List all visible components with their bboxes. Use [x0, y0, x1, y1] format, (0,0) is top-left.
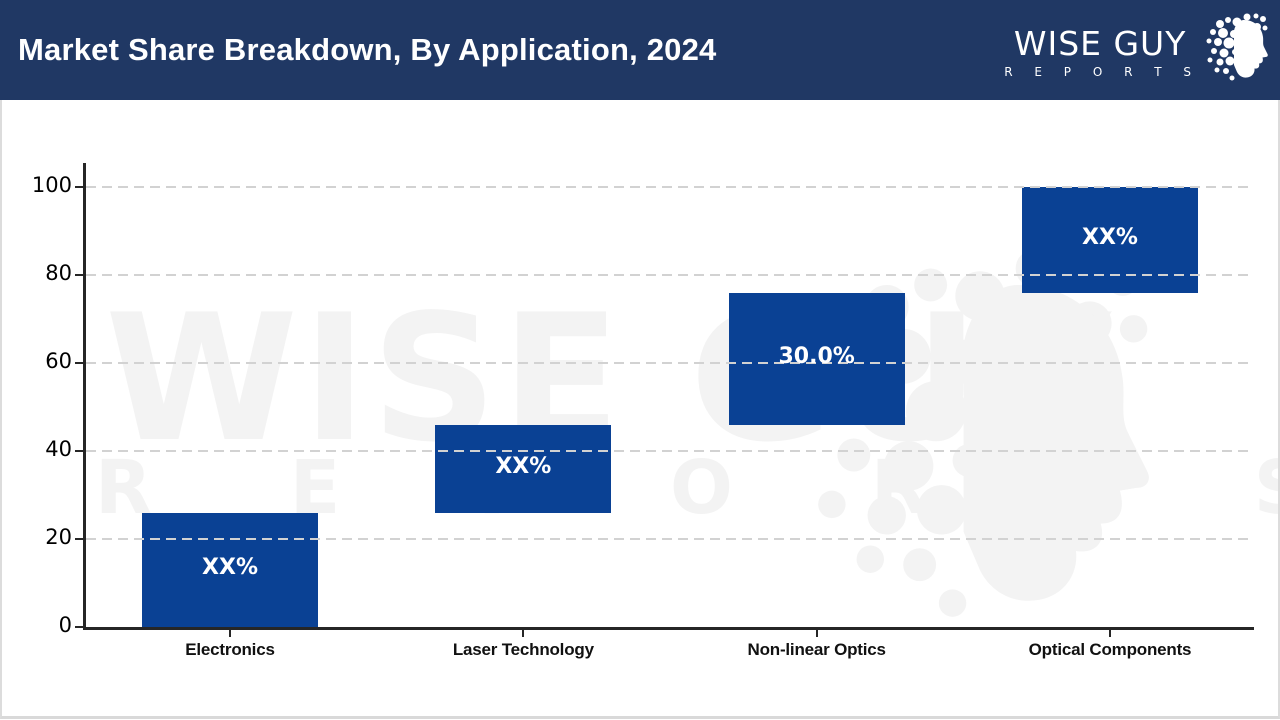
bar-value-label: XX% [1082, 224, 1138, 250]
y-axis-tick [75, 538, 83, 540]
y-tick-label: 80 [45, 261, 72, 285]
x-category-label: Laser Technology [452, 640, 594, 659]
y-axis-tick [75, 626, 83, 628]
gridline [86, 186, 1254, 188]
header-bar: Market Share Breakdown, By Application, … [0, 0, 1280, 100]
y-tick-label: 100 [31, 173, 72, 197]
bar-value-label: XX% [495, 453, 552, 479]
gridline [86, 274, 1254, 276]
plot-region: 0 20 40 60 80 100 XX% Electronics XX% Laser Techn… [0, 100, 1280, 720]
y-tick-label: 20 [45, 525, 72, 549]
x-axis-tick [815, 629, 818, 637]
gridline [86, 450, 1254, 452]
bar-electronics [142, 512, 318, 627]
x-axis-tick [229, 629, 231, 637]
logo-text-block: WISE GUY R E P O R T S [1000, 24, 1200, 79]
gridline [86, 538, 1254, 540]
x-category-label: Optical Components [1028, 640, 1192, 659]
page-title: Market Share Breakdown, By Application, … [18, 32, 717, 67]
logo-subtext: R E P O R T S [1004, 64, 1200, 79]
y-axis-spine [83, 163, 86, 629]
chart-area: WISE GUY R E P O R T S 0 20 40 60 80 100 XX% El… [0, 100, 1280, 720]
wiseguy-logo: WISE GUY R E P O R T S [1000, 8, 1272, 94]
y-axis-tick [75, 362, 83, 364]
bar-value-label: XX% [202, 554, 258, 580]
y-axis-tick [75, 274, 83, 276]
gridline [86, 362, 1254, 364]
wiseguy-head-icon [1202, 9, 1272, 93]
y-axis-tick [75, 186, 83, 188]
x-axis-tick [1108, 629, 1111, 637]
x-axis-tick [522, 629, 525, 637]
bar-value-label: 30.0% [778, 343, 855, 369]
y-axis-tick [75, 450, 83, 452]
y-tick-label: 40 [45, 437, 72, 461]
x-category-label: Electronics [185, 640, 275, 659]
bar-laser-technology [435, 424, 612, 513]
bar-non-linear-optics [728, 292, 905, 425]
x-category-label: Non-linear Optics [747, 640, 886, 659]
x-axis-spine [83, 627, 1254, 630]
y-tick-label: 60 [45, 349, 72, 373]
logo-wordmark: WISE GUY [1013, 23, 1187, 63]
y-tick-label: 0 [58, 613, 72, 637]
